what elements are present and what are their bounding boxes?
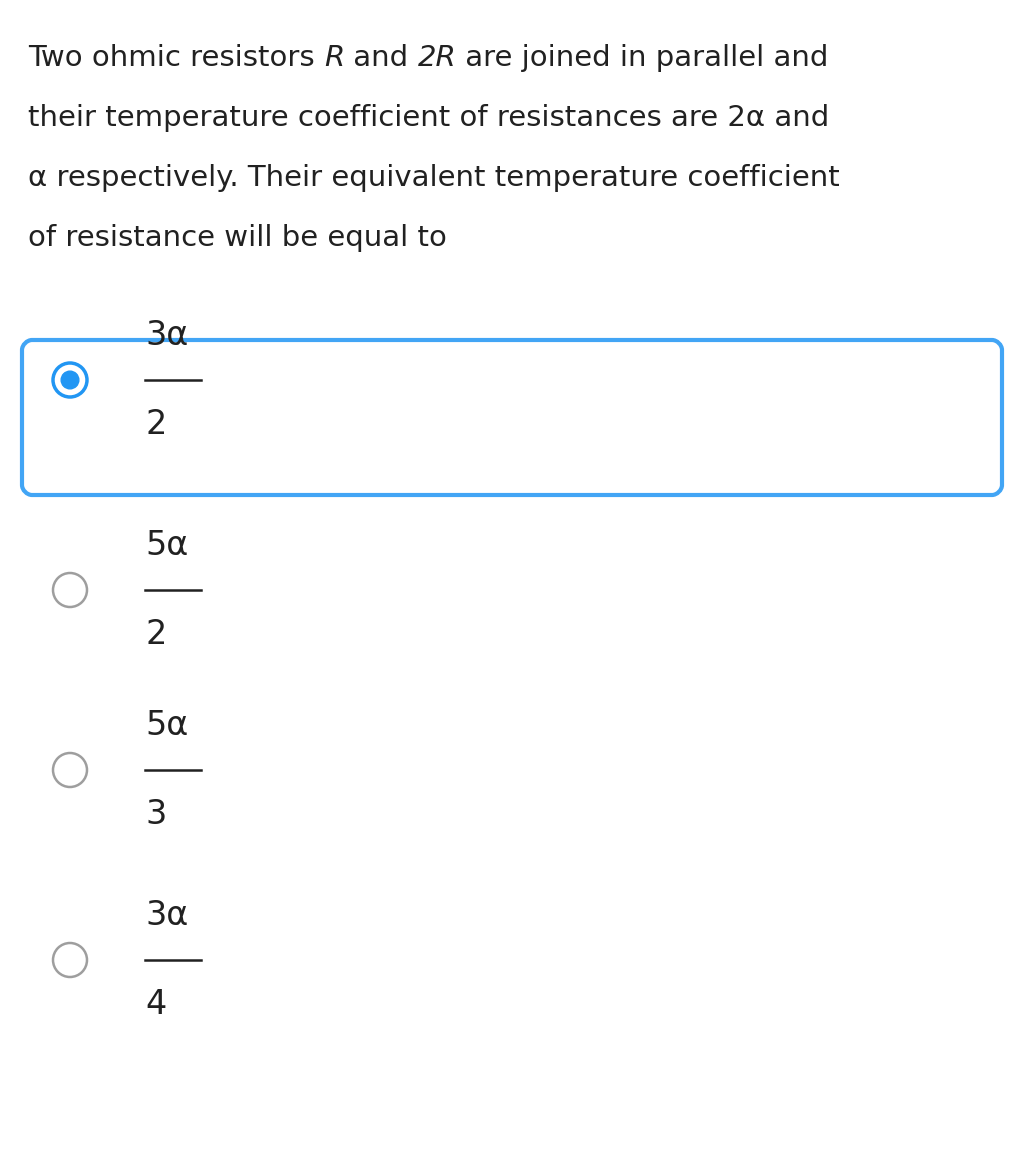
Text: 2R: 2R (418, 43, 457, 72)
Text: Two ohmic resistors: Two ohmic resistors (28, 43, 324, 72)
Text: 3α: 3α (145, 319, 188, 352)
Text: R: R (324, 43, 344, 72)
PathPatch shape (22, 340, 1002, 495)
Text: are joined in parallel and: are joined in parallel and (457, 43, 828, 72)
Text: and: and (344, 43, 418, 72)
Text: their temperature coefficient of resistances are 2α and: their temperature coefficient of resista… (28, 104, 829, 131)
Circle shape (53, 363, 87, 397)
Circle shape (61, 371, 79, 389)
Text: 5α: 5α (145, 529, 188, 562)
Circle shape (53, 573, 87, 607)
Text: of resistance will be equal to: of resistance will be equal to (28, 224, 446, 252)
Text: 5α: 5α (145, 709, 188, 742)
Circle shape (53, 943, 87, 977)
Text: α respectively. Their equivalent temperature coefficient: α respectively. Their equivalent tempera… (28, 164, 840, 193)
Text: 3: 3 (145, 798, 166, 831)
Text: 2: 2 (145, 618, 166, 652)
Text: 2: 2 (145, 409, 166, 441)
Circle shape (53, 753, 87, 787)
Text: 3α: 3α (145, 899, 188, 932)
Text: 4: 4 (145, 989, 166, 1021)
